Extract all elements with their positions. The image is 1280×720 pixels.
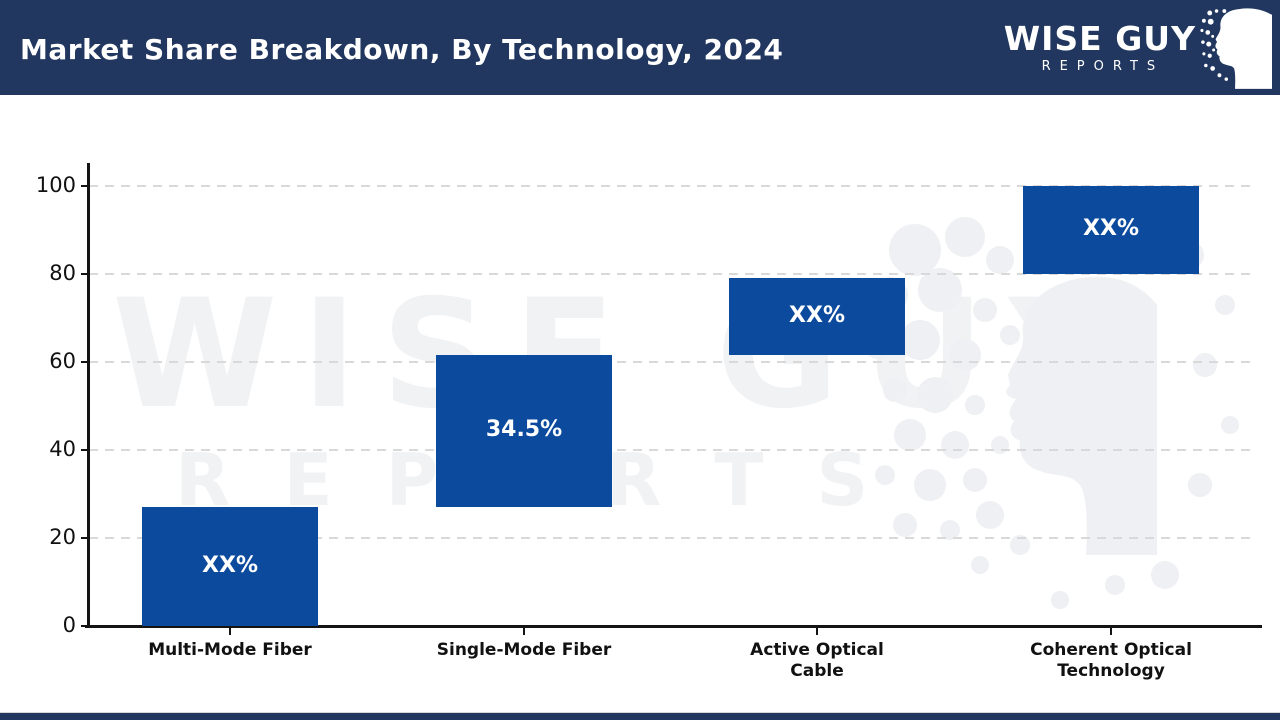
bar xyxy=(1023,186,1199,274)
bar xyxy=(142,507,318,626)
logo-reports-text: REPORTS xyxy=(1041,58,1165,74)
logo-wiseguy-text: WISE GUY xyxy=(1003,19,1196,59)
y-tick-mark xyxy=(81,273,89,275)
logo-face-icon xyxy=(1200,8,1272,89)
gridline xyxy=(89,449,1256,451)
y-tick-label: 40 xyxy=(49,437,76,461)
y-tick-label: 60 xyxy=(49,349,76,373)
x-tick-mark xyxy=(1110,627,1112,635)
x-category-label-line: Active Optical xyxy=(750,640,884,660)
x-tick-mark xyxy=(523,627,525,635)
y-tick-label: 0 xyxy=(62,613,76,637)
x-category-label-line: Cable xyxy=(790,660,844,681)
x-category-label: Multi-Mode Fiber xyxy=(110,640,350,661)
footer-bar xyxy=(0,713,1280,720)
bar-value-label: 34.5% xyxy=(485,417,563,443)
bar-value-label: XX% xyxy=(789,302,845,328)
y-tick-mark xyxy=(81,537,89,539)
x-category-label-line: Single-Mode Fiber xyxy=(436,640,612,660)
logo-text: WISE GUY REPORTS xyxy=(1004,22,1196,74)
wise-guy-reports-logo: WISE GUY REPORTS xyxy=(1004,4,1272,92)
gridline xyxy=(89,273,1256,275)
x-tick-mark xyxy=(229,627,231,635)
y-axis xyxy=(87,163,90,628)
x-category-label: Single-Mode Fiber xyxy=(404,640,644,661)
header: Market Share Breakdown, By Technology, 2… xyxy=(0,0,1280,95)
x-category-label: Active Optical Cable xyxy=(697,640,937,681)
y-tick-mark xyxy=(81,361,89,363)
y-tick-label: 80 xyxy=(49,261,76,285)
y-tick-mark xyxy=(81,185,89,187)
x-category-label-line: Coherent Optical xyxy=(1030,640,1192,660)
bar-value-label: XX% xyxy=(202,552,258,578)
gridline xyxy=(89,361,1256,363)
page-title: Market Share Breakdown, By Technology, 2… xyxy=(20,33,784,66)
y-tick-label: 20 xyxy=(49,525,76,549)
x-category-label: Coherent Optical Technology xyxy=(991,640,1231,681)
gridline xyxy=(89,537,1256,539)
x-tick-mark xyxy=(816,627,818,635)
bar-value-label: XX% xyxy=(1083,216,1139,241)
x-category-label-line: Multi-Mode Fiber xyxy=(148,640,312,660)
x-axis xyxy=(85,625,1262,628)
x-category-label-line: Technology xyxy=(1057,660,1165,681)
bar xyxy=(436,355,612,508)
footer-divider xyxy=(0,712,1280,713)
y-tick-mark xyxy=(81,449,89,451)
gridline xyxy=(89,185,1256,187)
y-tick-label: 100 xyxy=(35,173,76,197)
